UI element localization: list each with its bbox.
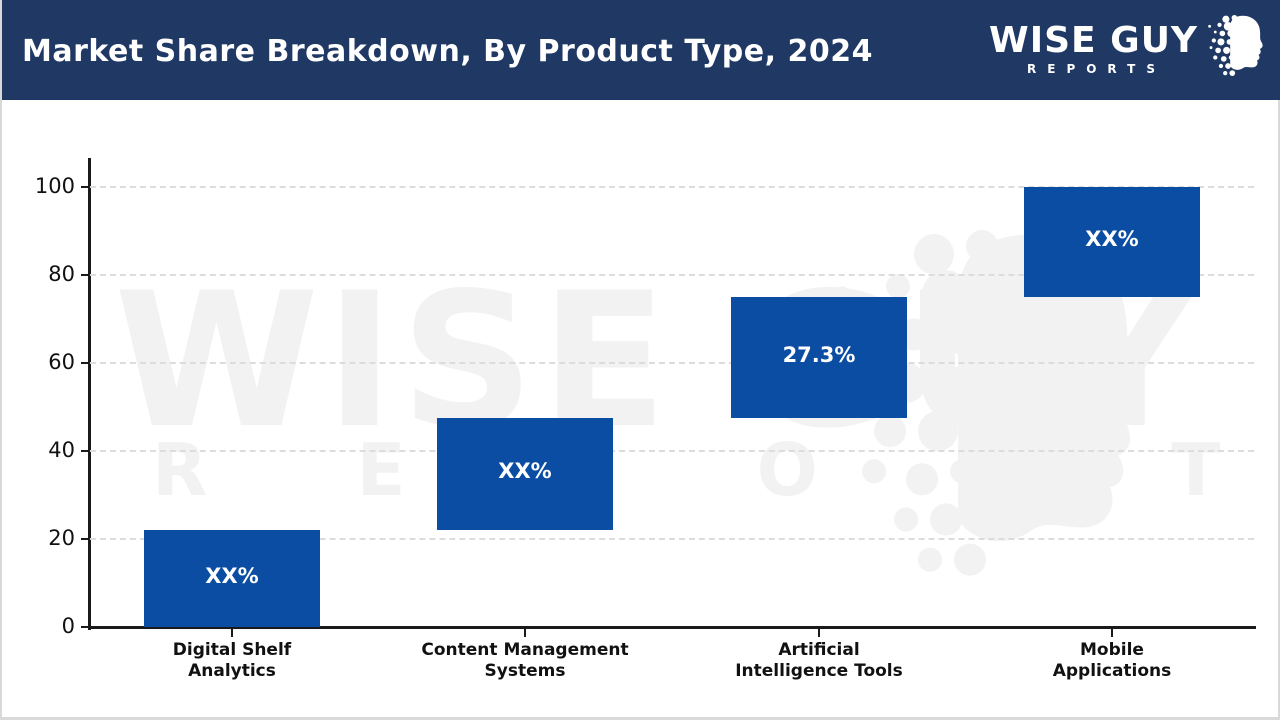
x-category-label-line: Analytics (188, 661, 276, 681)
gridline (90, 362, 1254, 364)
brand-logo: WISE GUY REPORTS (989, 8, 1272, 90)
brand-logo-name: WISE GUY (988, 20, 1198, 61)
y-tick-label: 20 (48, 526, 75, 550)
bar-segment (731, 297, 907, 418)
bar-segment (144, 530, 320, 627)
x-category-label: Content Management Systems (375, 640, 675, 682)
bar-segment (437, 418, 613, 531)
y-tick-mark (81, 450, 89, 452)
bar-segment (1024, 187, 1200, 297)
x-category-label: Digital Shelf Analytics (82, 640, 382, 682)
y-tick-mark (81, 274, 89, 276)
y-tick-mark (81, 538, 89, 540)
x-tick-mark (818, 629, 820, 637)
x-tick-mark (524, 629, 526, 637)
x-category-label-line: Applications (1052, 661, 1172, 681)
y-tick-label: 0 (61, 614, 75, 638)
brand-logo-head-icon (1208, 14, 1263, 76)
y-tick-label: 80 (48, 262, 75, 286)
gridline (90, 186, 1254, 188)
x-category-label-line: Digital Shelf (172, 640, 292, 660)
gridline (90, 274, 1254, 276)
y-tick-mark (81, 362, 89, 364)
x-category-label-line: Artificial (778, 640, 860, 660)
y-tick-label: 100 (34, 174, 75, 198)
gridline (90, 450, 1254, 452)
x-category-label: Mobile Applications (962, 640, 1262, 682)
bar-value-label: XX% (1085, 227, 1139, 251)
bar-value-label: XX% (498, 459, 552, 484)
x-tick-mark (1111, 629, 1113, 637)
header-bar: Market Share Breakdown, By Product Type,… (2, 0, 1280, 100)
brand-logo-subtitle: REPORTS (1027, 62, 1166, 76)
x-category-label-line: Content Management (421, 640, 629, 660)
y-axis-spine (88, 158, 91, 630)
chart-title: Market Share Breakdown, By Product Type,… (22, 34, 873, 69)
bar-value-label: 27.3% (782, 342, 856, 367)
y-tick-mark (81, 626, 89, 628)
x-axis-baseline (88, 626, 1256, 629)
x-category-label-line: Mobile (1080, 640, 1144, 660)
x-category-label-line: Intelligence Tools (735, 661, 903, 681)
y-tick-mark (81, 186, 89, 188)
y-tick-label: 40 (48, 438, 75, 462)
brand-logo-text: WISE GUY REPORTS (988, 20, 1198, 77)
gridline (90, 538, 1254, 540)
x-category-label-line: Systems (484, 661, 566, 681)
y-tick-label: 60 (48, 350, 75, 374)
x-tick-mark (231, 629, 233, 637)
x-category-label: Artificial Intelligence Tools (669, 640, 969, 682)
bar-value-label: XX% (205, 563, 259, 588)
